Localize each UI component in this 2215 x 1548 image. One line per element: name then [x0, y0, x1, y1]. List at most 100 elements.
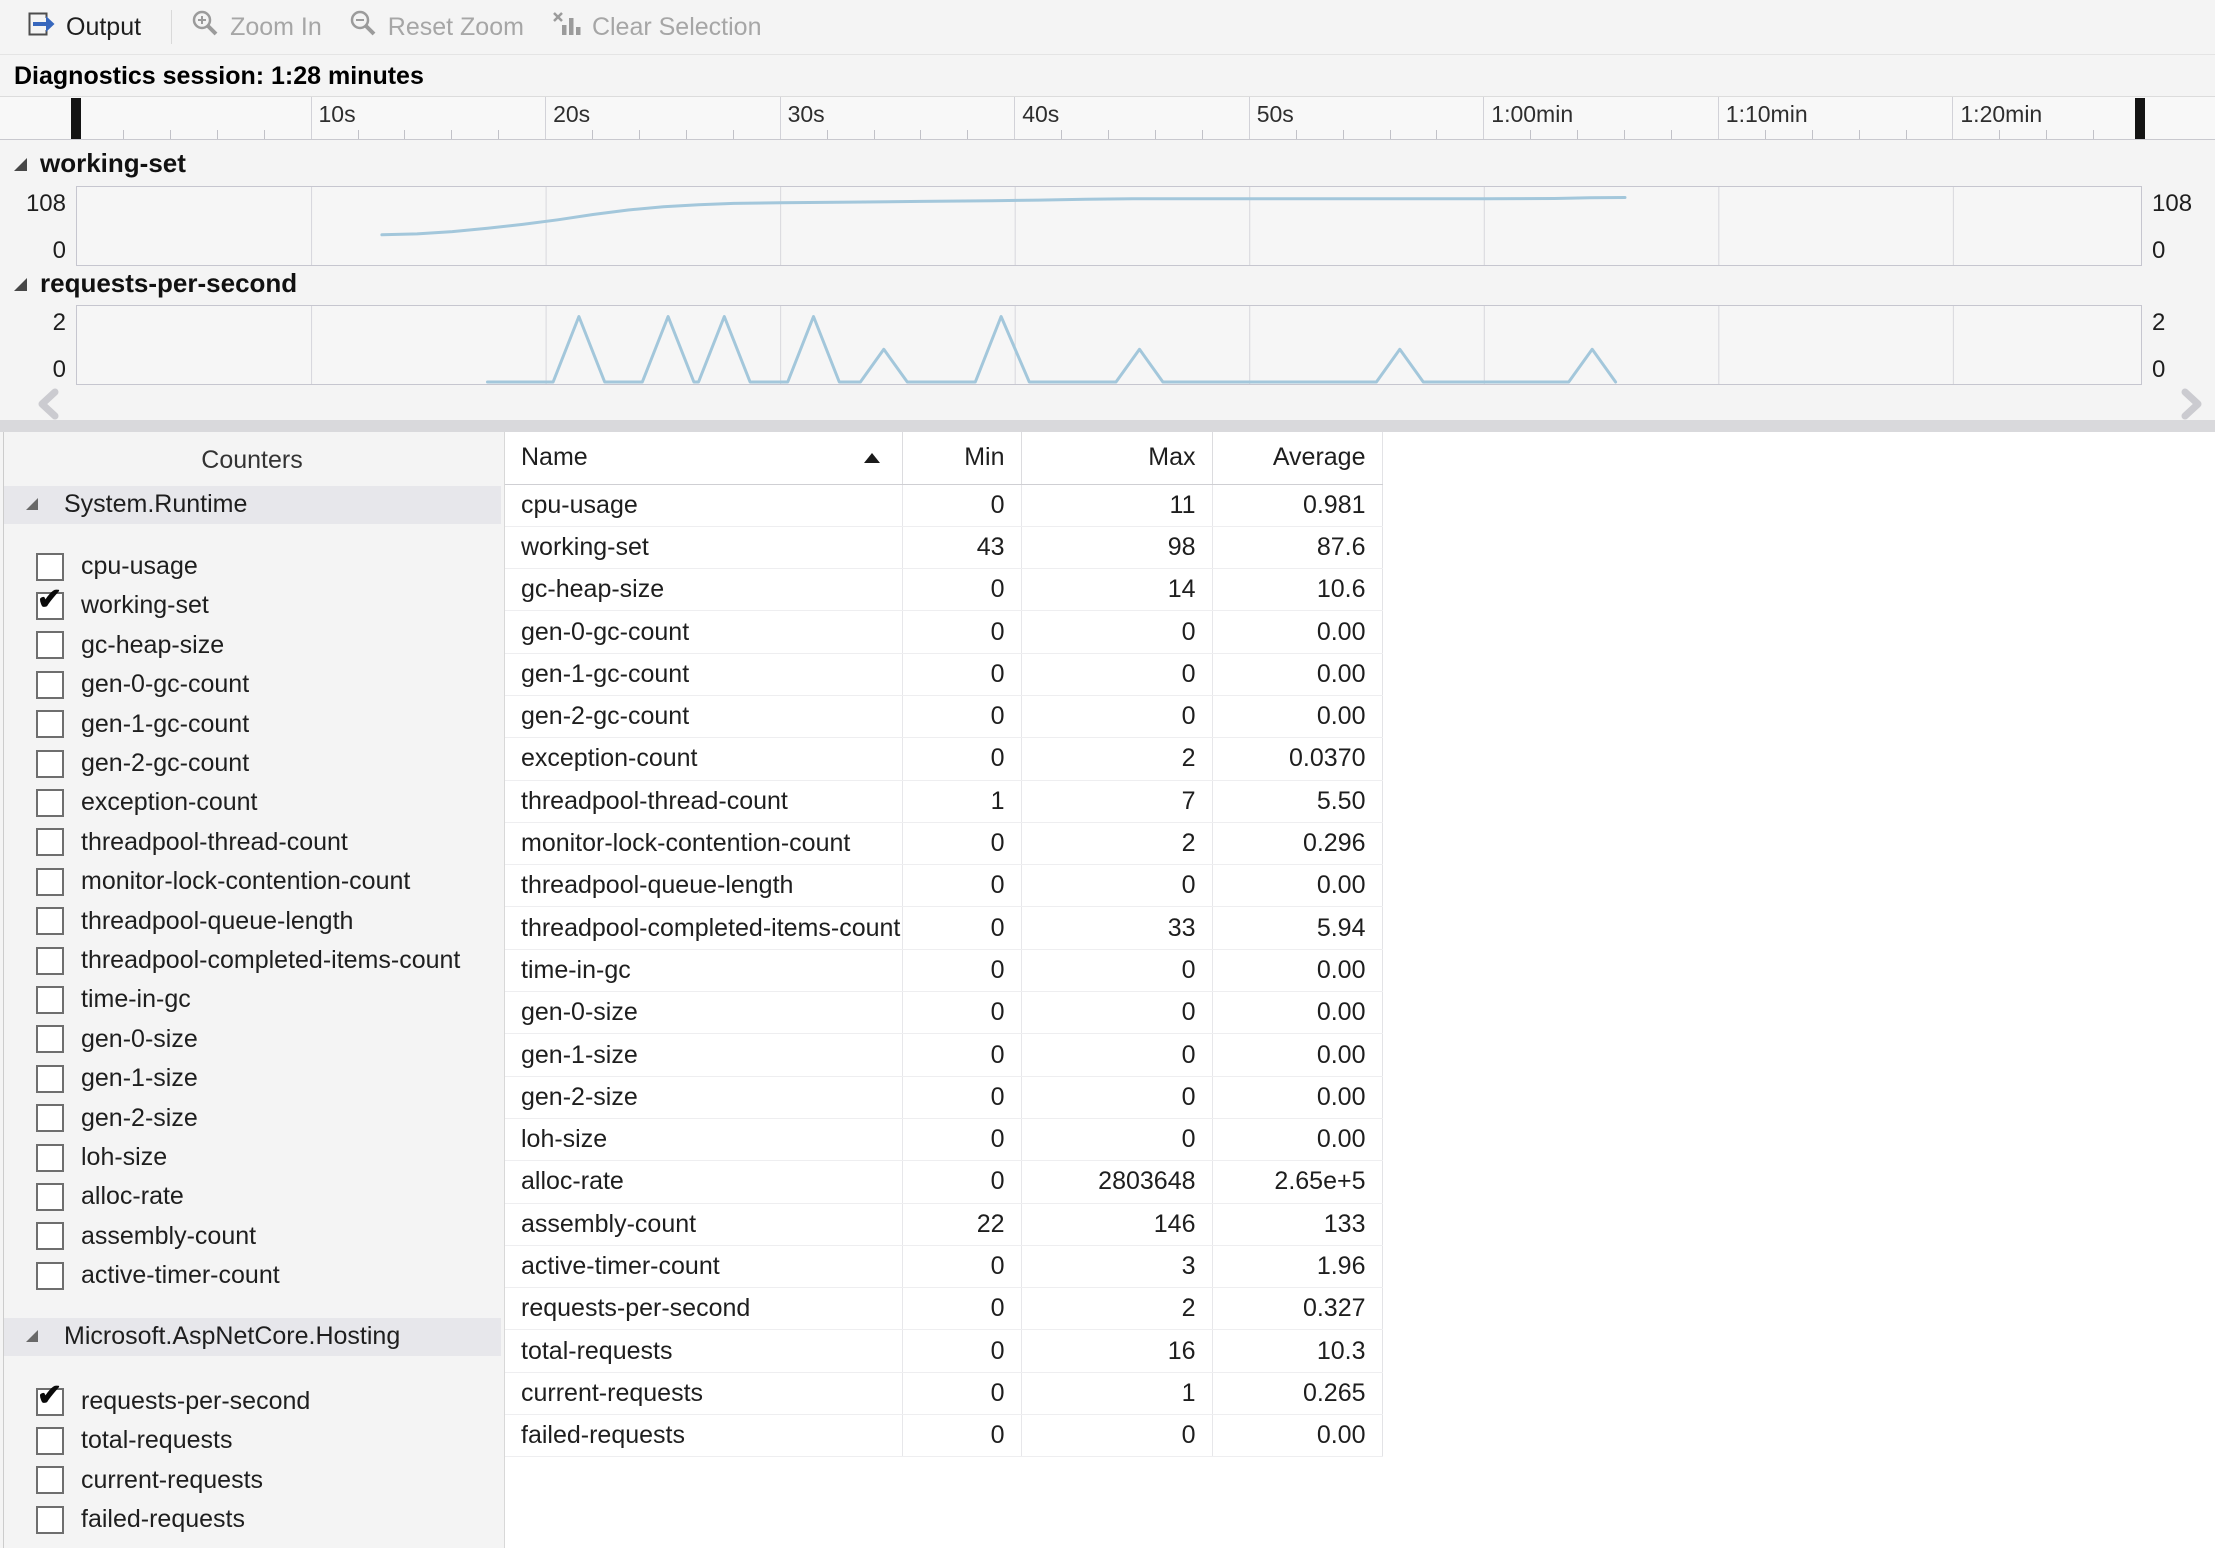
counter-item-requests-per-second[interactable]: ✔ requests-per-second: [0, 1380, 505, 1421]
column-header-name[interactable]: Name: [505, 432, 903, 485]
unchecked-checkbox[interactable]: [36, 907, 64, 936]
table-row-monitor-lock-contention-count[interactable]: monitor-lock-contention-count 0 2 0.296: [505, 822, 1382, 866]
collapse-triangle-icon[interactable]: [14, 278, 27, 291]
checked-checkbox[interactable]: ✔: [36, 1380, 64, 1416]
counter-item-cpu-usage[interactable]: cpu-usage: [0, 547, 505, 586]
unchecked-checkbox[interactable]: [36, 1143, 64, 1172]
counter-value-cell: 2.65e+5: [1212, 1160, 1382, 1204]
table-row-gc-heap-size[interactable]: gc-heap-size 0 14 10.6: [505, 568, 1382, 612]
collapse-triangle-icon[interactable]: [26, 1330, 38, 1342]
unchecked-checkbox[interactable]: [36, 631, 64, 660]
collapse-triangle-icon[interactable]: [14, 158, 27, 171]
unchecked-checkbox[interactable]: [36, 946, 64, 975]
table-row-threadpool-thread-count[interactable]: threadpool-thread-count 1 7 5.50: [505, 780, 1382, 823]
counter-item-gen-1-gc-count[interactable]: gen-1-gc-count: [0, 705, 505, 744]
table-row-requests-per-second[interactable]: requests-per-second 0 2 0.327: [505, 1287, 1382, 1331]
column-header-average[interactable]: Average: [1212, 432, 1382, 485]
unchecked-checkbox[interactable]: [36, 867, 64, 896]
unchecked-checkbox[interactable]: [36, 710, 64, 739]
table-row-exception-count[interactable]: exception-count 0 2 0.0370: [505, 737, 1382, 781]
counter-item-failed-requests[interactable]: failed-requests: [0, 1500, 505, 1539]
checked-checkbox[interactable]: ✔: [36, 584, 64, 620]
output-button[interactable]: Output: [26, 9, 141, 46]
counter-group-header-System.Runtime[interactable]: System.Runtime: [4, 486, 501, 524]
working-set-section-header[interactable]: working-set: [0, 148, 2215, 184]
unchecked-checkbox[interactable]: [36, 1505, 64, 1534]
counter-item-loh-size[interactable]: loh-size: [0, 1138, 505, 1177]
counter-item-alloc-rate[interactable]: alloc-rate: [0, 1177, 505, 1216]
table-row-alloc-rate[interactable]: alloc-rate 0 2803648 2.65e+5: [505, 1160, 1382, 1204]
unchecked-checkbox[interactable]: [36, 670, 64, 699]
selection-handle-end[interactable]: [2135, 98, 2145, 139]
unchecked-checkbox[interactable]: [36, 1261, 64, 1290]
column-header-min[interactable]: Min: [902, 432, 1022, 485]
unchecked-checkbox[interactable]: [36, 1426, 64, 1455]
table-row-gen-0-size[interactable]: gen-0-size 0 0 0.00: [505, 991, 1382, 1035]
table-row-gen-0-gc-count[interactable]: gen-0-gc-count 0 0 0.00: [505, 610, 1382, 654]
table-row-threadpool-queue-length[interactable]: threadpool-queue-length 0 0 0.00: [505, 864, 1382, 908]
counter-value-cell: 0: [902, 1414, 1022, 1458]
counter-item-monitor-lock-contention-count[interactable]: monitor-lock-contention-count: [0, 862, 505, 901]
table-row-gen-2-size[interactable]: gen-2-size 0 0 0.00: [505, 1076, 1382, 1119]
unchecked-checkbox[interactable]: [36, 828, 64, 857]
unchecked-checkbox[interactable]: [36, 1182, 64, 1211]
counter-item-assembly-count[interactable]: assembly-count: [0, 1217, 505, 1256]
counter-value-cell: 0.00: [1212, 1414, 1382, 1458]
table-row-assembly-count[interactable]: assembly-count 22 146 133: [505, 1203, 1382, 1246]
counter-item-total-requests[interactable]: total-requests: [0, 1421, 505, 1460]
counter-item-threadpool-queue-length[interactable]: threadpool-queue-length: [0, 902, 505, 941]
requests-per-second-section-header[interactable]: requests-per-second: [0, 268, 2215, 304]
counter-item-active-timer-count[interactable]: active-timer-count: [0, 1256, 505, 1295]
counter-value-cell: 1: [902, 780, 1022, 823]
unchecked-checkbox[interactable]: [36, 985, 64, 1014]
table-row-loh-size[interactable]: loh-size 0 0 0.00: [505, 1118, 1382, 1162]
ruler-minor-tick: [1389, 130, 1391, 139]
requests-per-second-chart[interactable]: [76, 305, 2142, 385]
table-row-gen-1-size[interactable]: gen-1-size 0 0 0.00: [505, 1033, 1382, 1077]
clear-selection-button[interactable]: Clear Selection: [550, 9, 761, 46]
reset-zoom-button[interactable]: Reset Zoom: [348, 9, 524, 46]
table-row-failed-requests[interactable]: failed-requests 0 0 0.00: [505, 1414, 1382, 1458]
counter-item-gen-0-gc-count[interactable]: gen-0-gc-count: [0, 665, 505, 704]
counter-group-header-Microsoft.AspNetCore.Hosting[interactable]: Microsoft.AspNetCore.Hosting: [4, 1318, 501, 1356]
counter-item-gc-heap-size[interactable]: gc-heap-size: [0, 626, 505, 665]
table-row-time-in-gc[interactable]: time-in-gc 0 0 0.00: [505, 949, 1382, 993]
unchecked-checkbox[interactable]: [36, 788, 64, 817]
scroll-left-chevron[interactable]: [34, 388, 64, 420]
column-header-max[interactable]: Max: [1021, 432, 1213, 485]
unchecked-checkbox[interactable]: [36, 1025, 64, 1054]
unchecked-checkbox[interactable]: [36, 749, 64, 778]
counter-value-cell: 0: [902, 1033, 1022, 1077]
counter-item-gen-1-size[interactable]: gen-1-size: [0, 1059, 505, 1098]
counter-item-gen-2-gc-count[interactable]: gen-2-gc-count: [0, 744, 505, 783]
unchecked-checkbox[interactable]: [36, 1222, 64, 1251]
counter-item-time-in-gc[interactable]: time-in-gc: [0, 980, 505, 1019]
working-set-chart[interactable]: [76, 186, 2142, 266]
timeline-ruler[interactable]: 10s 20s 30s 40s 50s 1:00min 1:10min 1:20min: [0, 96, 2215, 140]
counter-item-gen-0-size[interactable]: gen-0-size: [0, 1020, 505, 1059]
collapse-triangle-icon[interactable]: [26, 498, 38, 510]
unchecked-checkbox[interactable]: [36, 1466, 64, 1495]
table-row-gen-2-gc-count[interactable]: gen-2-gc-count 0 0 0.00: [505, 695, 1382, 739]
counter-item-threadpool-thread-count[interactable]: threadpool-thread-count: [0, 823, 505, 862]
panel-divider: [0, 420, 2215, 432]
table-row-cpu-usage[interactable]: cpu-usage 0 11 0.981: [505, 484, 1382, 527]
table-row-threadpool-completed-items-count[interactable]: threadpool-completed-items-count 0 33 5.94: [505, 906, 1382, 950]
scroll-right-chevron[interactable]: [2176, 388, 2206, 420]
unchecked-checkbox[interactable]: [36, 1104, 64, 1133]
counter-item-gen-2-size[interactable]: gen-2-size: [0, 1099, 505, 1138]
table-row-current-requests[interactable]: current-requests 0 1 0.265: [505, 1372, 1382, 1416]
counter-item-current-requests[interactable]: current-requests: [0, 1461, 505, 1500]
unchecked-checkbox[interactable]: [36, 552, 64, 581]
table-row-total-requests[interactable]: total-requests 0 16 10.3: [505, 1329, 1382, 1373]
counter-item-exception-count[interactable]: exception-count: [0, 783, 505, 822]
table-row-active-timer-count[interactable]: active-timer-count 0 3 1.96: [505, 1245, 1382, 1289]
counter-item-threadpool-completed-items-count[interactable]: threadpool-completed-items-count: [0, 941, 505, 980]
selection-handle-start[interactable]: [71, 98, 81, 139]
table-row-working-set[interactable]: working-set 43 98 87.6: [505, 526, 1382, 570]
counter-value-cell: 2: [1021, 1287, 1213, 1331]
table-row-gen-1-gc-count[interactable]: gen-1-gc-count 0 0 0.00: [505, 653, 1382, 696]
counter-item-working-set[interactable]: ✔ working-set: [0, 584, 505, 625]
zoom-in-button[interactable]: Zoom In: [190, 9, 322, 46]
unchecked-checkbox[interactable]: [36, 1064, 64, 1093]
